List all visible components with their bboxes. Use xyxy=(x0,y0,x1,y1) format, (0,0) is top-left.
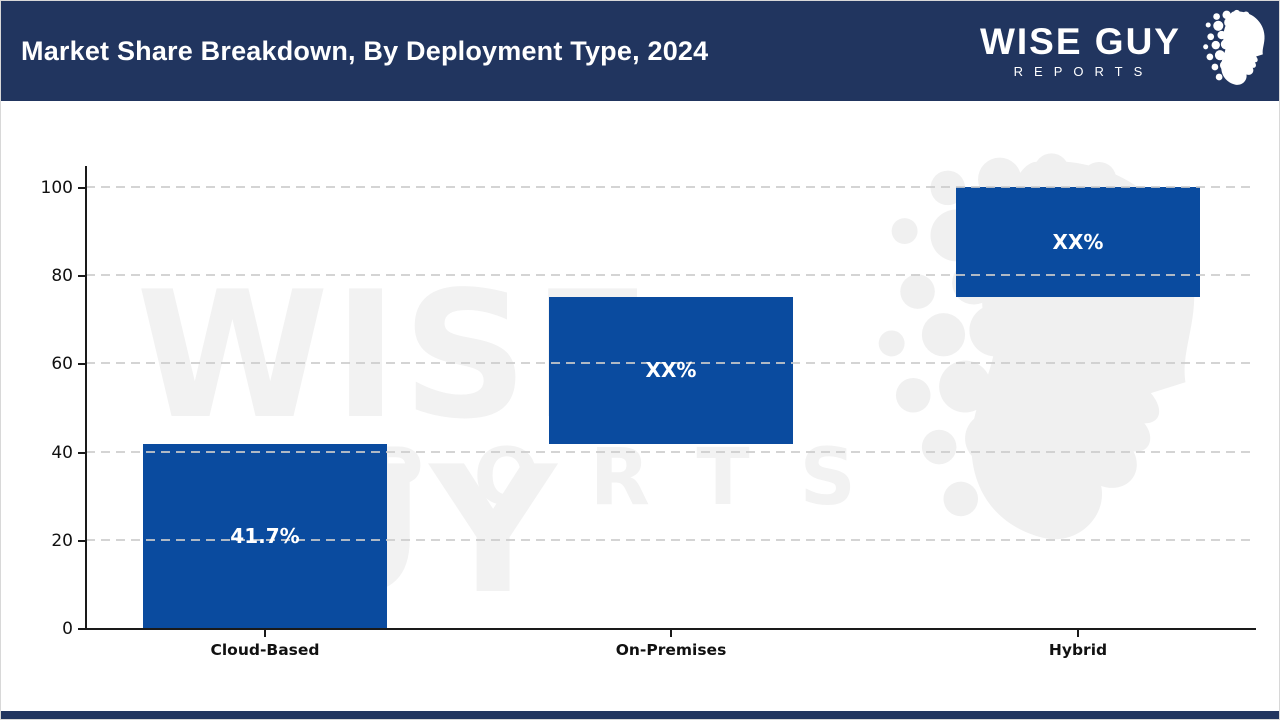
gridline-40 xyxy=(86,450,1256,453)
y-tick-label: 100 xyxy=(40,178,73,198)
y-tick xyxy=(78,187,85,189)
x-tick xyxy=(264,630,266,637)
y-tick xyxy=(78,451,85,454)
logo-wordmark: WISE GUY xyxy=(979,21,1181,62)
x-category-label-on-premises: On-Premises xyxy=(615,641,727,659)
y-tick-label: 20 xyxy=(51,530,73,551)
y-tick xyxy=(78,628,85,630)
gridline-60 xyxy=(86,362,1256,365)
y-tick-label: 80 xyxy=(51,266,73,287)
wise-guy-reports-logo: WISE GUY REPORTS xyxy=(980,7,1267,95)
bar-cloud-based xyxy=(143,444,387,628)
header-bar: Market Share Breakdown, By Deployment Ty… xyxy=(1,1,1279,101)
x-category-label-hybrid: Hybrid xyxy=(1048,641,1108,659)
gridline-80 xyxy=(86,274,1256,277)
gridline-20 xyxy=(86,538,1256,541)
y-tick-label: 0 xyxy=(62,619,73,639)
footer-bar xyxy=(1,711,1279,719)
x-tick xyxy=(1077,630,1079,637)
bar-value-label: XX% xyxy=(645,358,697,383)
x-axis-line xyxy=(85,628,1256,630)
bar-value-label: 41.7% xyxy=(230,524,300,549)
y-tick xyxy=(78,363,85,366)
y-tick-label: 40 xyxy=(51,442,73,463)
page-title: Market Share Breakdown, By Deployment Ty… xyxy=(21,35,709,66)
gridline-100 xyxy=(86,186,1256,188)
logo-text: WISE GUY REPORTS xyxy=(980,23,1181,79)
bar-on-premises xyxy=(549,296,793,445)
y-axis-line xyxy=(85,166,87,630)
y-tick-label: 60 xyxy=(51,354,73,375)
y-tick xyxy=(78,539,85,542)
logo-reports-text: REPORTS xyxy=(1013,64,1154,79)
x-tick xyxy=(670,630,672,637)
x-category-label-cloud-based: Cloud-Based xyxy=(210,641,320,659)
dotted-head-profile-icon xyxy=(1183,9,1267,93)
bar-value-label: XX% xyxy=(1052,229,1104,254)
y-tick xyxy=(78,275,85,278)
